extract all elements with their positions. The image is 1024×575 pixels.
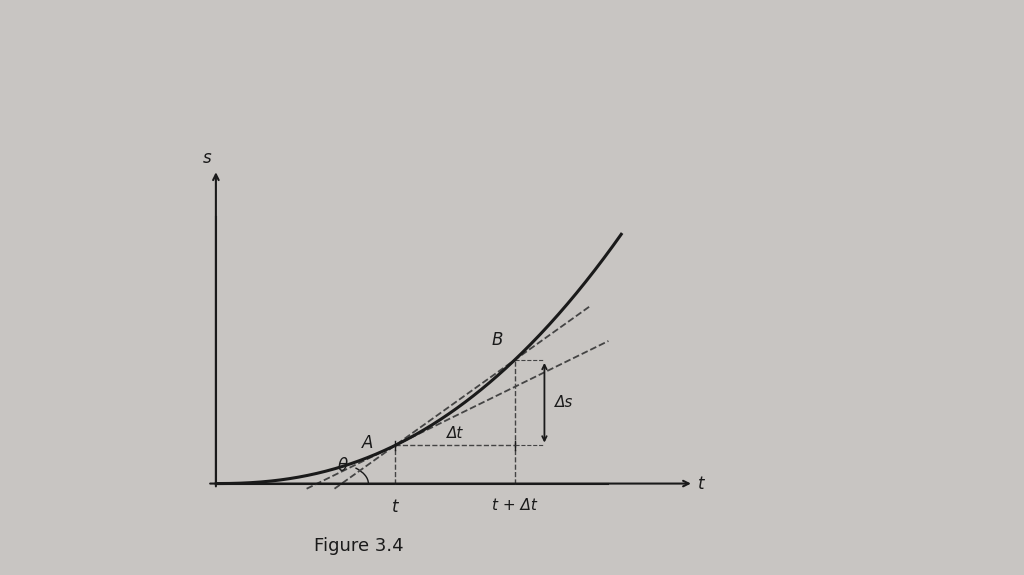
Text: Δs: Δs [555, 395, 573, 410]
Text: θ: θ [338, 457, 348, 475]
Text: t + Δt: t + Δt [493, 497, 537, 512]
Text: s: s [203, 148, 212, 167]
Text: B: B [492, 331, 503, 349]
Text: t: t [698, 474, 705, 493]
Text: A: A [362, 434, 374, 451]
Text: t: t [392, 497, 398, 516]
Text: Δt: Δt [446, 426, 463, 441]
Text: Figure 3.4: Figure 3.4 [313, 537, 403, 555]
